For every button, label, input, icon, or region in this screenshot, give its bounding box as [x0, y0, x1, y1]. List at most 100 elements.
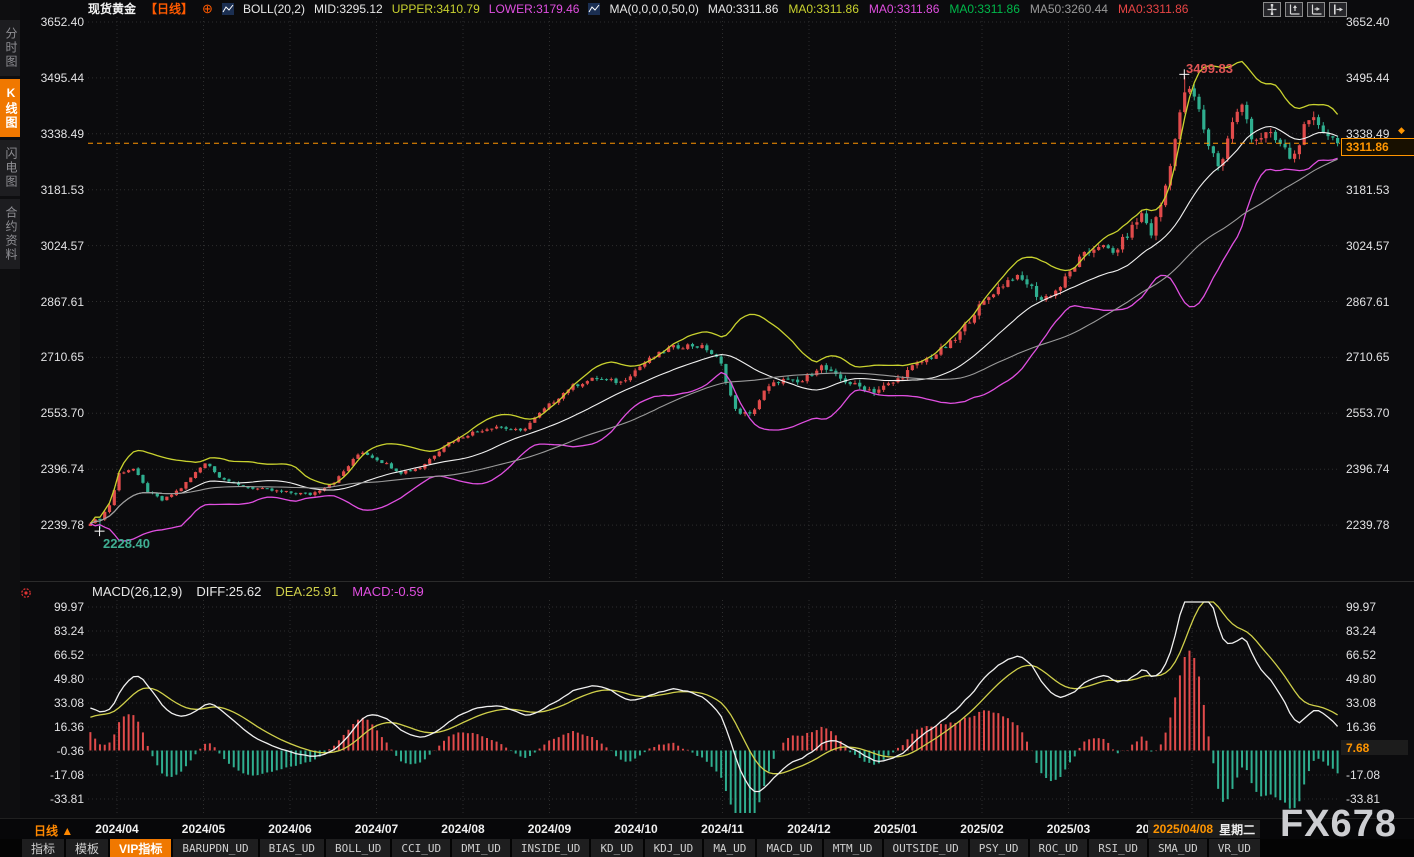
- month-label-2025/02: 2025/02: [960, 822, 1004, 836]
- toolbar-tab-模板[interactable]: 模板: [66, 839, 109, 857]
- date-axis: 日线 ▲ 20 2025/04/08 星期二 2024/04 2024/05 202…: [0, 818, 1414, 840]
- macd-tick-left-8: -33.81: [49, 792, 84, 806]
- macd-tick-right-8: -33.81: [1346, 792, 1381, 806]
- price-tick-left-4: 3024.57: [40, 238, 84, 253]
- macd-diff-value: DIFF:25.62: [196, 584, 262, 599]
- macd-macd-value: MACD:-0.59: [352, 584, 424, 599]
- macd-chart[interactable]: [88, 600, 1340, 815]
- month-label-2024/06: 2024/06: [268, 822, 312, 836]
- toolbar-tab-BOLL_UD[interactable]: BOLL_UD: [325, 839, 391, 857]
- toolbar-tab-ROC_UD[interactable]: ROC_UD: [1029, 839, 1088, 857]
- toolbar-tab-VIP指标[interactable]: VIP指标: [110, 839, 172, 857]
- macd-tick-right-5: 16.36: [1346, 720, 1377, 734]
- month-label-2025/03: 2025/03: [1046, 822, 1091, 836]
- price-tick-left-5: 2867.61: [40, 294, 84, 309]
- toolbar-tab-DMI_UD[interactable]: DMI_UD: [452, 839, 510, 857]
- price-tick-right-5: 2867.61: [1346, 294, 1390, 309]
- macd-title: MACD(26,12,9): [92, 584, 183, 599]
- move-icon[interactable]: [1263, 2, 1281, 17]
- month-label-2024/07: 2024/07: [354, 822, 399, 836]
- sidebar-tab-合约资料[interactable]: 合约资料: [0, 199, 20, 269]
- selected-weekday: 星期二: [1219, 822, 1256, 837]
- current-macd-box: 7.68: [1341, 740, 1408, 755]
- macd-tick-left-5: 16.36: [53, 720, 84, 734]
- indicator-header: 现货黄金 【日线】 ⊕ BOLL(20,2) MID:3295.12 UPPER…: [88, 0, 1188, 17]
- toolbar-tab-SMA_UD[interactable]: SMA_UD: [1149, 839, 1207, 857]
- y-axis-scale-icon[interactable]: [1285, 2, 1303, 17]
- add-indicator-icon[interactable]: ⊕: [202, 1, 213, 16]
- ma-values: MA0:3311.86 MA0:3311.86 MA0:3311.86 MA0:331…: [708, 2, 1189, 16]
- macd-tick-left-4: 33.08: [53, 696, 84, 710]
- toolbar-tab-CCI_UD[interactable]: CCI_UD: [392, 839, 451, 857]
- month-label-partial: 20: [1136, 822, 1150, 836]
- toolbar-tab-OUTSIDE_UD[interactable]: OUTSIDE_UD: [883, 839, 968, 857]
- price-tick-left-1: 3495.44: [40, 70, 84, 85]
- macd-tick-left-0: 99.97: [53, 600, 84, 614]
- toolbar-tab-MA_UD[interactable]: MA_UD: [704, 839, 756, 857]
- price-tick-right-4: 3024.57: [1346, 238, 1390, 253]
- month-label-2024/11: 2024/11: [701, 822, 744, 836]
- price-tick-right-0: 3652.40: [1346, 15, 1390, 29]
- price-tick-left-8: 2396.74: [40, 462, 84, 477]
- ma-value-4: MA50:3260.44: [1029, 1, 1108, 16]
- macd-settings-icon[interactable]: [19, 586, 33, 605]
- boll-mid-value: MID:3295.12: [313, 1, 383, 16]
- month-label-2024/05: 2024/05: [181, 822, 226, 836]
- price-tick-right-7: 2553.70: [1346, 406, 1390, 421]
- toolbar-tab-KDJ_UD[interactable]: KDJ_UD: [644, 839, 703, 857]
- chart-toolbar-icons: [1263, 2, 1347, 17]
- boll-indicator-icon[interactable]: [221, 2, 234, 15]
- x-axis-scale-icon[interactable]: [1307, 2, 1325, 17]
- macd-tick-left-2: 66.52: [53, 648, 84, 662]
- month-label-2024/08: 2024/08: [441, 822, 485, 836]
- macd-tick-right-4: 33.08: [1346, 696, 1377, 710]
- price-tick-left-3: 3181.53: [40, 182, 84, 197]
- toolbar-tab-RSI_UD[interactable]: RSI_UD: [1089, 839, 1148, 857]
- toolbar-tab-INSIDE_UD[interactable]: INSIDE_UD: [511, 839, 590, 857]
- current-price-box: 3311.86: [1341, 138, 1414, 156]
- ma-indicator-icon[interactable]: [588, 2, 601, 15]
- watermark: FX678: [1280, 803, 1397, 845]
- toolbar-tab-VR_UD[interactable]: VR_UD: [1208, 839, 1260, 857]
- ma-value-5: MA0:3311.86: [1117, 1, 1189, 16]
- macd-dea-value: DEA:25.91: [275, 584, 339, 599]
- sidebar-tab-分时图[interactable]: 分时图: [0, 20, 20, 76]
- toolbar-tab-MTM_UD[interactable]: MTM_UD: [823, 839, 882, 857]
- boll-label: BOLL(20,2): [242, 1, 305, 16]
- period-selector[interactable]: 日线 ▲: [34, 824, 74, 838]
- toolbar-tab-BIAS_UD[interactable]: BIAS_UD: [259, 839, 324, 857]
- price-tick-right-9: 2239.78: [1346, 518, 1390, 533]
- period-tag[interactable]: 【日线】: [145, 2, 194, 16]
- price-tick-left-2: 3338.49: [40, 126, 84, 141]
- toolbar-tab-KD_UD[interactable]: KD_UD: [591, 839, 643, 857]
- chart-mode-sidebar: 分时图 K线图闪电图合约资料: [0, 0, 20, 857]
- month-label-2024/09: 2024/09: [527, 822, 572, 836]
- ma-value-2: MA0:3311.86: [868, 1, 940, 16]
- price-tick-right-1: 3495.44: [1346, 70, 1390, 85]
- macd-tick-right-0: 99.97: [1346, 600, 1377, 614]
- sidebar-tab-闪电图[interactable]: 闪电图: [0, 140, 20, 196]
- macd-header: MACD(26,12,9) DIFF:25.62 DEA:25.91 MACD:…: [92, 584, 424, 599]
- toolbar-tab-BARUPDN_UD[interactable]: BARUPDN_UD: [173, 839, 258, 857]
- macd-tick-right-2: 66.52: [1346, 648, 1377, 662]
- price-tick-left-6: 2710.65: [40, 350, 84, 365]
- indicator-toolbar: 指标 模板 VIP指标 BARUPDN_UD BIAS_UD BOLL_UD CCI_UD D…: [0, 839, 1414, 857]
- ma-value-0: MA0:3311.86: [707, 1, 779, 16]
- shift-right-icon[interactable]: [1329, 2, 1347, 17]
- boll-lower-value: LOWER:3179.46: [488, 1, 580, 16]
- toolbar-tab-MACD_UD[interactable]: MACD_UD: [757, 839, 822, 857]
- toolbar-tab-PSY_UD[interactable]: PSY_UD: [969, 839, 1028, 857]
- sidebar-tab-K线图[interactable]: K线图: [0, 79, 20, 137]
- toolbar-tab-指标[interactable]: 指标: [22, 839, 65, 857]
- low-price-marker: 2228.40: [103, 536, 150, 551]
- selected-date: 2025/04/08: [1153, 822, 1214, 836]
- symbol-name: 现货黄金: [88, 2, 137, 16]
- price-tick-right-6: 2710.65: [1346, 350, 1390, 365]
- price-alert-icon: ◆: [1398, 125, 1405, 135]
- boll-upper-value: UPPER:3410.79: [391, 1, 480, 16]
- month-label-2025/01: 2025/01: [873, 822, 918, 836]
- month-label-2024/10: 2024/10: [614, 822, 658, 836]
- candlestick-chart[interactable]: [88, 17, 1340, 580]
- ma-label: MA(0,0,0,0,50,0): [609, 1, 699, 16]
